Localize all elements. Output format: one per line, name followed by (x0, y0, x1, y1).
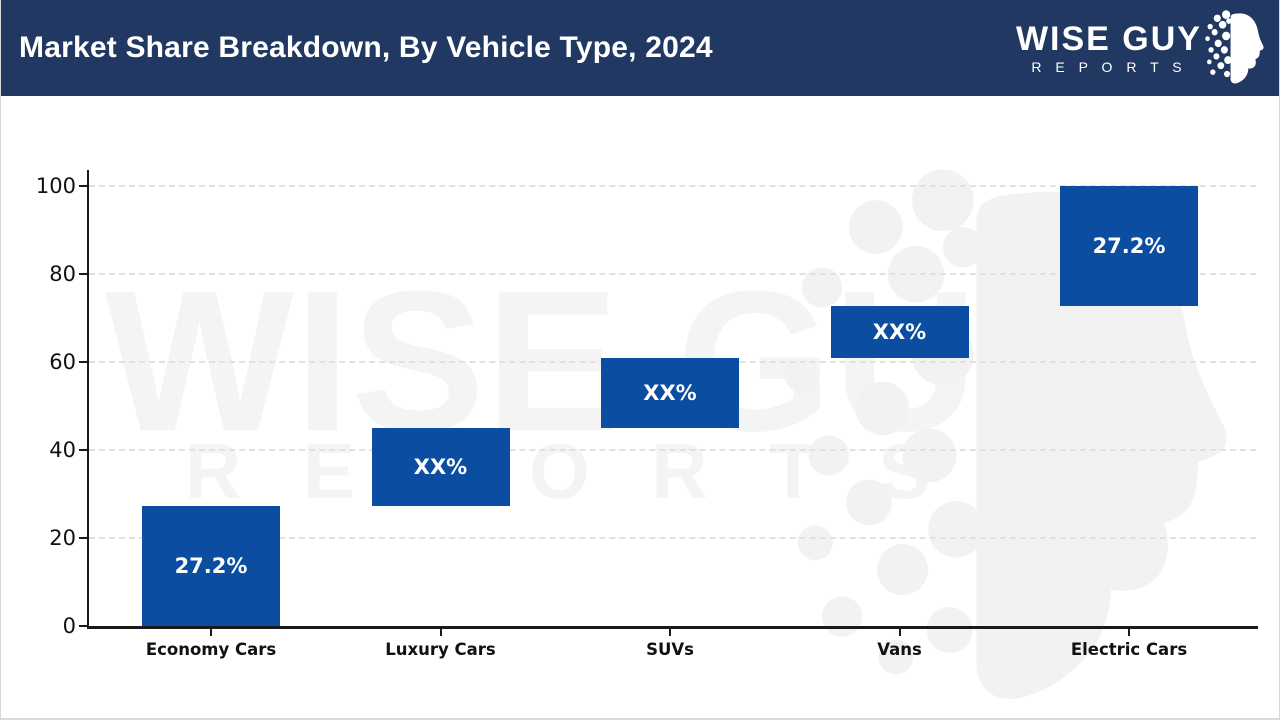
bar-segment: XX% (371, 428, 510, 507)
gridline-y-20 (89, 537, 1256, 539)
x-tick-mark (898, 629, 901, 636)
bar-segment: XX% (830, 305, 969, 358)
header-bar: Market Share Breakdown, By Vehicle Type,… (0, 0, 1280, 96)
gridline-y-100 (89, 185, 1256, 187)
x-category-label: Economy Cars (145, 640, 277, 659)
bar-value-label: 27.2% (1092, 233, 1166, 258)
y-tick-label-100: 100 (35, 174, 76, 198)
bar-value-label: XX% (413, 455, 468, 480)
y-tick-label-0: 0 (62, 614, 76, 638)
x-tick-mark (1128, 629, 1130, 636)
x-category-label: Electric Cars (1070, 640, 1188, 659)
bar-value-label: XX% (872, 319, 927, 344)
bar-segment: 27.2% (1060, 186, 1198, 306)
y-tick-mark-0 (79, 625, 87, 627)
y-tick-mark-60 (79, 361, 87, 363)
x-category-label: Luxury Cars (385, 640, 496, 659)
y-tick-mark-100 (79, 185, 87, 187)
y-tick-label-80: 80 (49, 262, 76, 286)
y-tick-mark-20 (79, 537, 87, 539)
x-axis-line (87, 626, 1258, 629)
y-tick-label-60: 60 (49, 350, 76, 374)
x-tick-mark (439, 629, 442, 636)
x-category-label: SUVs (646, 640, 694, 659)
gridline-y-40 (89, 449, 1256, 451)
x-tick-mark (669, 629, 671, 636)
bar-segment: XX% (601, 357, 739, 428)
bar-value-label: 27.2% (174, 554, 248, 579)
y-tick-label-40: 40 (49, 438, 76, 462)
y-tick-mark-40 (79, 449, 87, 451)
y-tick-label-20: 20 (49, 526, 76, 550)
x-tick-mark (210, 629, 212, 636)
gridline-y-80 (89, 273, 1256, 275)
y-axis-line (87, 170, 89, 628)
bar-segment: 27.2% (142, 506, 280, 626)
logo-wordmark: WISE GUY (1015, 20, 1202, 58)
bar-value-label: XX% (643, 380, 697, 405)
x-category-label: Vans (877, 640, 922, 659)
logo-head-icon (1205, 10, 1264, 84)
logo-subtitle: R E P O R T S (1031, 59, 1187, 75)
y-tick-mark-80 (79, 273, 87, 275)
brand-logo: WISE GUY R E P O R T S (1016, 9, 1266, 87)
page-title: Market Share Breakdown, By Vehicle Type,… (19, 31, 713, 64)
